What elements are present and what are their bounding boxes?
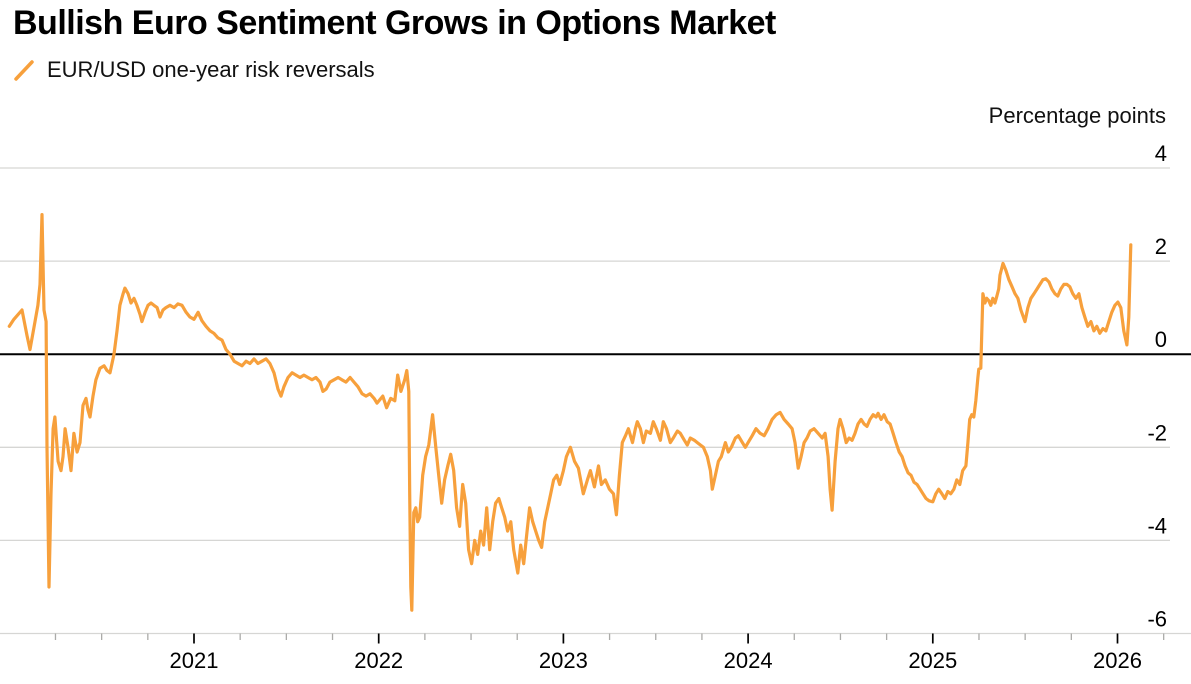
y-tick-label: 4: [1155, 141, 1167, 166]
x-tick-label: 2021: [170, 648, 219, 673]
y-tick-label: -4: [1147, 513, 1167, 538]
legend: EUR/USD one-year risk reversals: [13, 57, 375, 83]
y-tick-label: -2: [1147, 420, 1167, 445]
y-axis-unit-label: Percentage points: [988, 103, 1166, 128]
x-tick-label: 2022: [354, 648, 403, 673]
y-tick-label: -6: [1147, 607, 1167, 632]
chart-title: Bullish Euro Sentiment Grows in Options …: [13, 4, 776, 42]
y-tick-label: 2: [1155, 234, 1167, 259]
series-line: [7, 213, 1133, 612]
x-tick-label: 2024: [724, 648, 773, 673]
legend-label: EUR/USD one-year risk reversals: [47, 57, 375, 82]
x-tick-label: 2023: [539, 648, 588, 673]
x-tick-label: 2026: [1093, 648, 1142, 673]
legend-line-icon: [14, 60, 34, 81]
x-tick-label: 2025: [908, 648, 957, 673]
y-tick-label: 0: [1155, 327, 1167, 352]
